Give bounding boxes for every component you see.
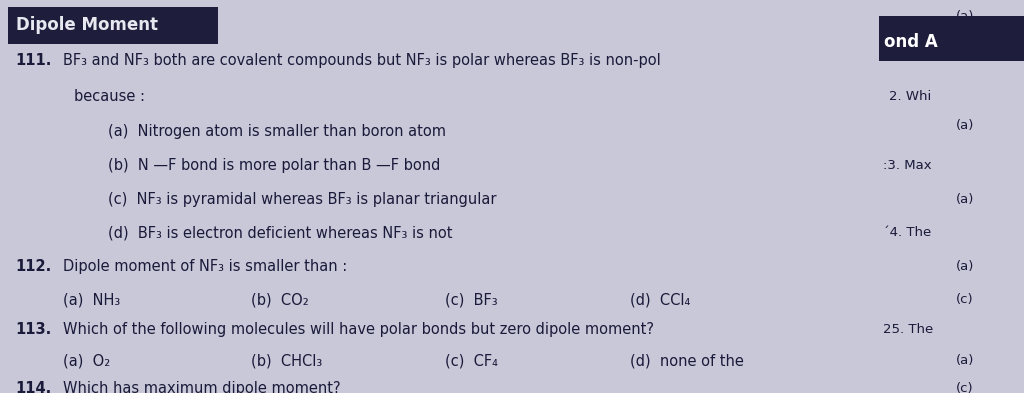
Text: :3. Max: :3. Max [883,159,931,173]
Text: (d)  CCl₄: (d) CCl₄ [630,292,690,307]
Text: (a): (a) [955,259,974,273]
Text: Dipole Moment: Dipole Moment [16,17,159,34]
Text: (a)  Nitrogen atom is smaller than boron atom: (a) Nitrogen atom is smaller than boron … [108,124,445,139]
Text: because :: because : [74,89,144,104]
Text: (a): (a) [955,193,974,206]
Text: ´4. The: ´4. The [883,226,931,239]
Text: Dipole moment of NF₃ is smaller than :: Dipole moment of NF₃ is smaller than : [63,259,348,274]
Text: 112.: 112. [15,259,51,274]
Text: (b)  CO₂: (b) CO₂ [251,292,308,307]
Text: (a): (a) [955,354,974,367]
Text: Which has maximum dipole moment?: Which has maximum dipole moment? [63,381,341,393]
Text: 114.: 114. [15,381,51,393]
Text: ond A: ond A [884,33,937,51]
Text: (c): (c) [955,293,973,307]
Text: (b)  CHCl₃: (b) CHCl₃ [251,353,323,368]
Text: (d)  BF₃ is electron deficient whereas NF₃ is not: (d) BF₃ is electron deficient whereas NF… [108,225,452,240]
Text: (a)  O₂: (a) O₂ [63,353,111,368]
Text: (c)  NF₃ is pyramidal whereas BF₃ is planar triangular: (c) NF₃ is pyramidal whereas BF₃ is plan… [108,192,496,207]
Text: (b)  N —F bond is more polar than B —F bond: (b) N —F bond is more polar than B —F bo… [108,158,440,173]
Text: (d)  none of the: (d) none of the [630,353,743,368]
Text: (a)  NH₃: (a) NH₃ [63,292,121,307]
Text: 113.: 113. [15,322,51,337]
Text: (c): (c) [955,382,973,393]
FancyBboxPatch shape [8,7,218,44]
Text: BF₃ and NF₃ both are covalent compounds but NF₃ is polar whereas BF₃ is non-pol: BF₃ and NF₃ both are covalent compounds … [63,53,662,68]
Text: 2. Whi: 2. Whi [889,90,931,103]
Text: (a): (a) [955,119,974,132]
Text: (c)  BF₃: (c) BF₃ [445,292,498,307]
Text: (c)  CF₄: (c) CF₄ [445,353,499,368]
Text: 111.: 111. [15,53,52,68]
Text: 25. The: 25. The [883,323,933,336]
FancyBboxPatch shape [879,16,1024,61]
Text: (a): (a) [955,10,974,23]
Text: Which of the following molecules will have polar bonds but zero dipole moment?: Which of the following molecules will ha… [63,322,654,337]
